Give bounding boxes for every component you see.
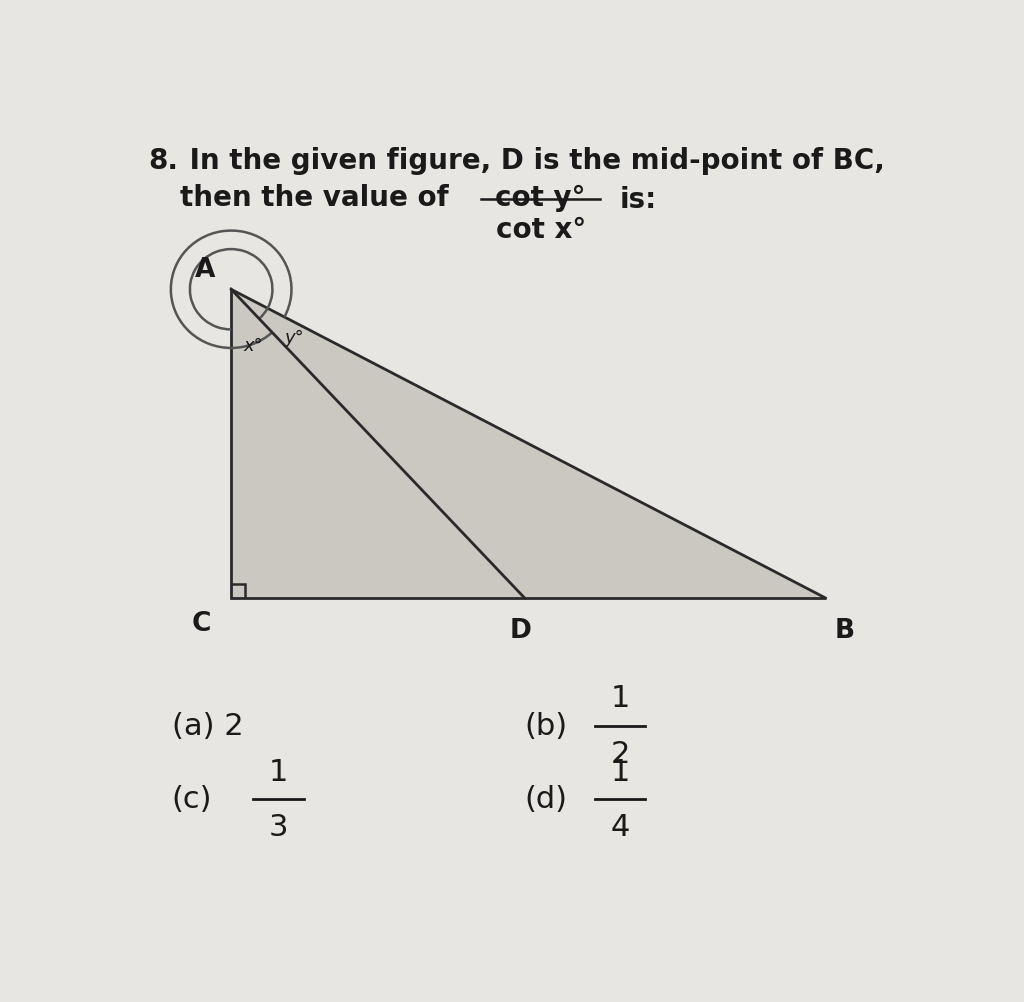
Text: then the value of: then the value of (179, 183, 449, 211)
Text: is:: is: (620, 185, 657, 213)
Text: 3: 3 (269, 813, 289, 842)
Text: D: D (510, 618, 531, 644)
Text: 1: 1 (269, 758, 289, 787)
Text: 4: 4 (610, 813, 630, 842)
Text: C: C (191, 610, 211, 636)
Text: B: B (835, 618, 854, 644)
Text: 1: 1 (610, 683, 630, 712)
Text: cot y°: cot y° (496, 183, 586, 211)
Text: A: A (195, 257, 215, 283)
Text: 8.: 8. (147, 147, 178, 175)
Text: 2: 2 (610, 739, 630, 768)
Text: 1: 1 (610, 758, 630, 787)
Text: (a) 2: (a) 2 (172, 711, 244, 740)
Text: In the given figure, D is the mid-point of BC,: In the given figure, D is the mid-point … (179, 147, 885, 175)
Text: (b): (b) (524, 711, 568, 740)
Text: y°: y° (285, 329, 304, 347)
Text: (c): (c) (172, 785, 212, 814)
Text: cot x°: cot x° (496, 215, 586, 243)
Text: (d): (d) (524, 785, 567, 814)
Polygon shape (231, 290, 826, 598)
Text: x°: x° (244, 337, 263, 355)
